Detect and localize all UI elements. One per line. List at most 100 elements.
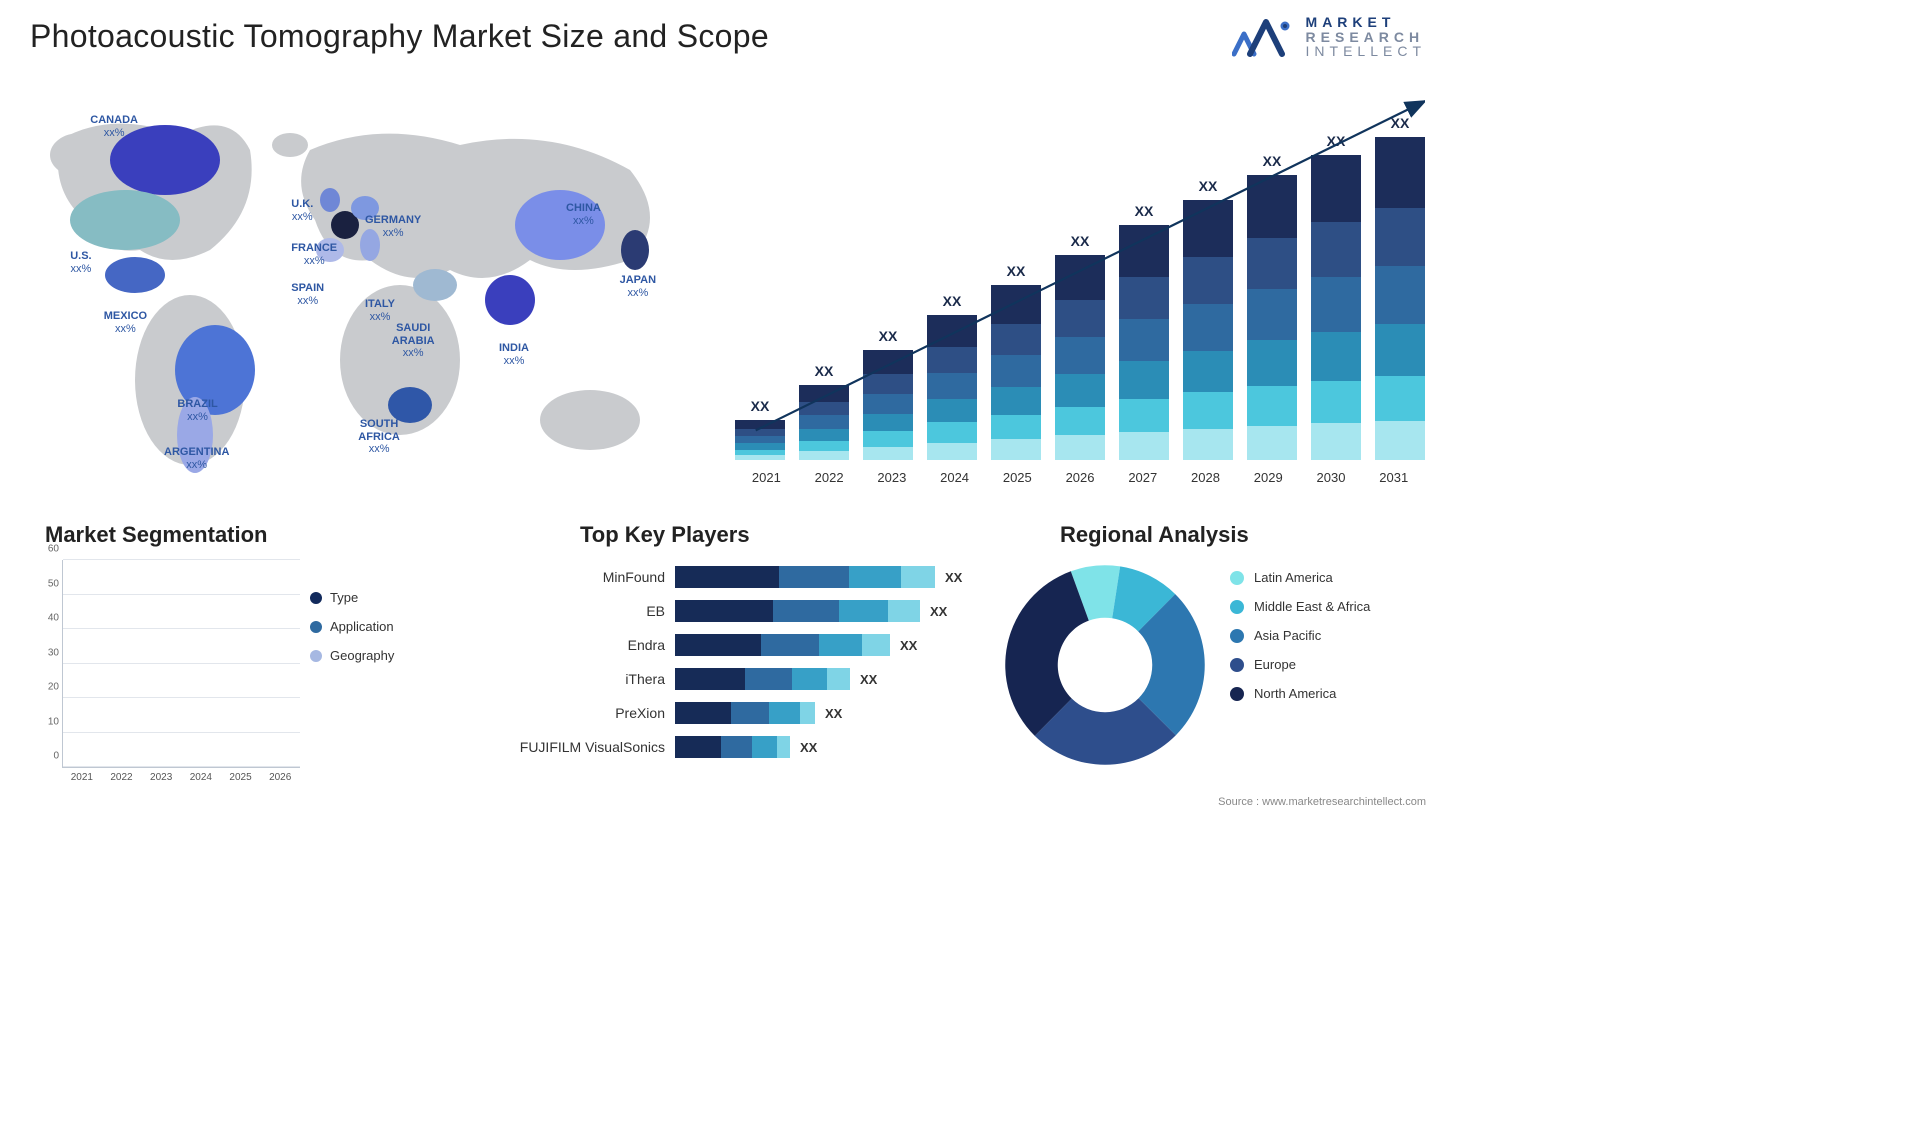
player-bar-segment [888, 600, 920, 622]
player-bar-segment [819, 634, 862, 656]
player-row: iTheraXX [480, 662, 965, 696]
player-bar-segment [675, 566, 779, 588]
growth-bar-segment [927, 443, 977, 460]
map-label: GERMANYxx% [365, 214, 421, 239]
map-highlight-japan [621, 230, 649, 270]
source-footer: Source : www.marketresearchintellect.com [1218, 796, 1426, 808]
growth-x-tick: 2023 [860, 464, 923, 490]
map-label: U.K.xx% [291, 198, 313, 223]
player-row: EBXX [480, 594, 965, 628]
growth-bar-label: XX [1247, 153, 1297, 169]
legend-label: Europe [1254, 657, 1296, 672]
growth-bar-segment [1375, 324, 1425, 376]
player-row: PreXionXX [480, 696, 965, 730]
player-bar-segment [769, 702, 800, 724]
player-bar: XX [675, 566, 965, 588]
growth-bar-segment [927, 347, 977, 373]
map-label: CANADAxx% [90, 114, 138, 139]
seg-legend-item: Geography [310, 648, 420, 663]
growth-bar-segment [799, 402, 849, 416]
player-bar-segment [752, 736, 777, 758]
legend-label: Type [330, 590, 358, 605]
growth-bar-segment [799, 429, 849, 441]
growth-bar-segment [1183, 200, 1233, 257]
regional-donut-chart: Latin AmericaMiddle East & AfricaAsia Pa… [1000, 560, 1430, 790]
seg-gridline [63, 628, 300, 629]
map-highlight-mexico [105, 257, 165, 293]
player-bar-segment [862, 634, 890, 656]
player-value: XX [945, 570, 962, 585]
map-label: SOUTHAFRICAxx% [358, 418, 400, 456]
map-highlight-india [485, 275, 535, 325]
growth-bar-segment [1183, 304, 1233, 351]
growth-bar-segment [991, 387, 1041, 415]
growth-bar-segment [799, 441, 849, 452]
legend-swatch [310, 592, 322, 604]
seg-y-tick: 60 [37, 544, 59, 555]
growth-bar-segment [863, 431, 913, 446]
map-label: SPAINxx% [291, 282, 324, 307]
growth-bar-label: XX [927, 293, 977, 309]
players-bar-chart: MinFoundXXEBXXEndraXXiTheraXXPreXionXXFU… [480, 560, 965, 790]
growth-bar-segment [1311, 423, 1361, 460]
growth-bar-segment [735, 436, 785, 443]
growth-bar-segment [863, 374, 913, 394]
growth-bar-segment [1311, 155, 1361, 222]
player-bar-segment [721, 736, 752, 758]
player-bar-segment [777, 736, 790, 758]
regional-legend-item: North America [1230, 686, 1370, 701]
seg-x-tick: 2026 [260, 772, 300, 790]
growth-bar-segment [1119, 225, 1169, 277]
player-value: XX [860, 672, 877, 687]
regional-title: Regional Analysis [1060, 522, 1249, 548]
map-highlight-saudi [413, 269, 457, 301]
growth-bar-segment [799, 385, 849, 402]
growth-x-tick: 2022 [798, 464, 861, 490]
map-label: SAUDIARABIAxx% [392, 322, 435, 360]
growth-bar-segment [1055, 300, 1105, 337]
segmentation-legend: TypeApplicationGeography [310, 590, 420, 663]
growth-bar-label: XX [991, 263, 1041, 279]
growth-bar-segment [1311, 222, 1361, 277]
growth-bar-segment [799, 415, 849, 429]
growth-bar-segment [1055, 337, 1105, 374]
seg-gridline [63, 663, 300, 664]
growth-bar-segment [1183, 392, 1233, 428]
growth-x-tick: 2025 [986, 464, 1049, 490]
player-value: XX [800, 740, 817, 755]
seg-x-tick: 2023 [141, 772, 181, 790]
player-bar-segment [675, 668, 745, 690]
growth-bar-segment [735, 420, 785, 429]
growth-x-tick: 2024 [923, 464, 986, 490]
growth-bar-segment [735, 429, 785, 436]
seg-gridline [63, 697, 300, 698]
seg-x-tick: 2024 [181, 772, 221, 790]
growth-bar-segment [1183, 351, 1233, 393]
growth-bar-label: XX [1183, 178, 1233, 194]
growth-x-tick: 2031 [1362, 464, 1425, 490]
legend-label: Middle East & Africa [1254, 599, 1370, 614]
mri-logo-icon [1232, 14, 1296, 60]
growth-bar-segment [1119, 319, 1169, 361]
logo-line1: MARKET [1306, 15, 1426, 30]
growth-bar-segment [863, 447, 913, 460]
player-bar-segment [675, 634, 761, 656]
legend-swatch [1230, 658, 1244, 672]
legend-swatch [310, 621, 322, 633]
regional-legend-item: Asia Pacific [1230, 628, 1370, 643]
seg-y-tick: 20 [37, 682, 59, 693]
player-bar: XX [675, 702, 965, 724]
growth-bar-segment [1375, 421, 1425, 460]
growth-bar-label: XX [799, 363, 849, 379]
growth-bar-segment [1247, 426, 1297, 460]
growth-x-tick: 2029 [1237, 464, 1300, 490]
seg-x-tick: 2021 [62, 772, 102, 790]
map-label: BRAZILxx% [177, 398, 217, 423]
growth-bar-label: XX [1055, 233, 1105, 249]
growth-bar-segment [1247, 238, 1297, 289]
seg-y-tick: 30 [37, 647, 59, 658]
player-bar-segment [839, 600, 888, 622]
growth-bar-segment [1375, 137, 1425, 208]
growth-bar-label: XX [863, 328, 913, 344]
growth-bar-segment [1119, 399, 1169, 432]
